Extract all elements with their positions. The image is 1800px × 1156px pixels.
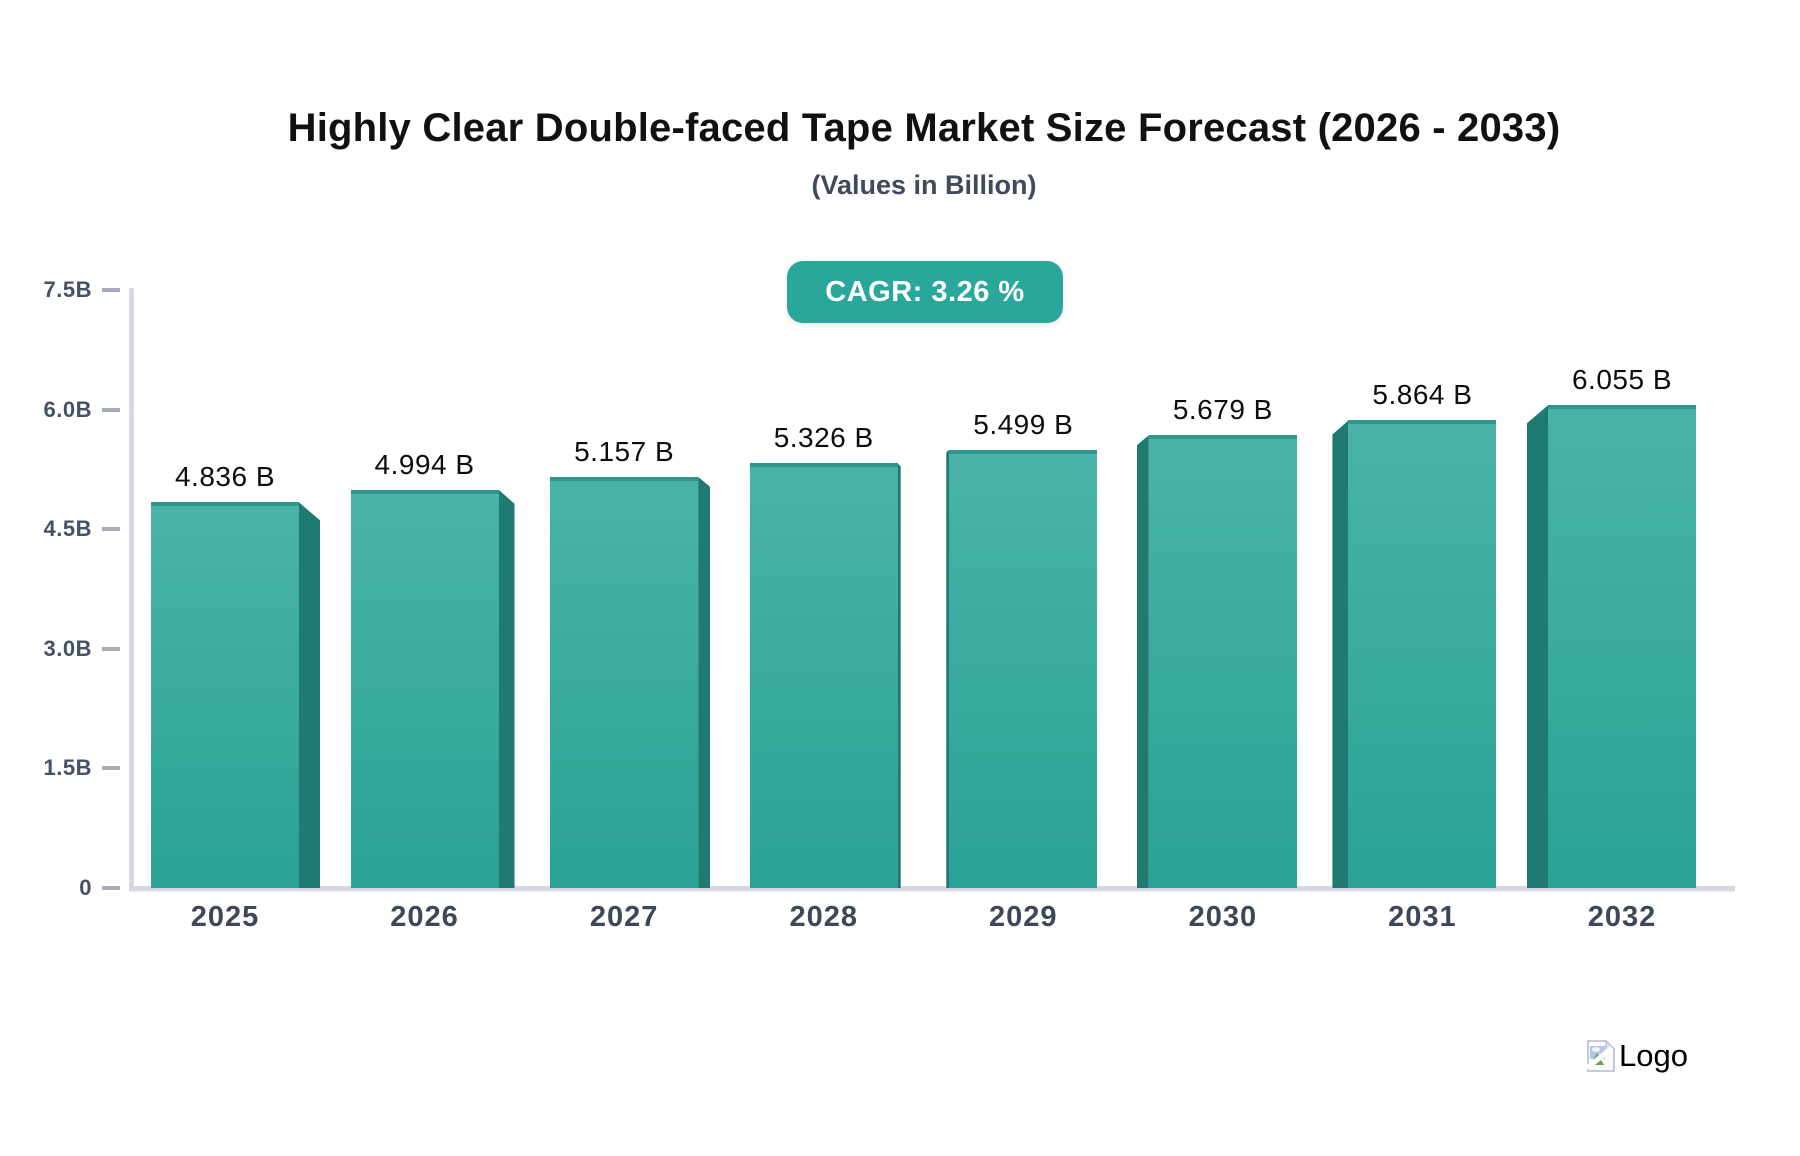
x-axis-label: 2032 xyxy=(1587,901,1657,933)
bar xyxy=(550,476,699,888)
x-axis-label: 2030 xyxy=(1188,901,1258,933)
y-axis-label: 3.0B xyxy=(43,635,92,661)
bar-side-face xyxy=(498,489,515,888)
y-axis-label: 6.0B xyxy=(43,396,92,422)
y-axis-label: 0 xyxy=(79,875,92,900)
x-axis-label: 2031 xyxy=(1388,901,1457,933)
y-axis-tick xyxy=(102,886,120,890)
bar-value-label: 4.994 B xyxy=(374,448,475,480)
bar-side-face xyxy=(897,463,901,888)
bar-value-label: 6.055 B xyxy=(1571,364,1672,396)
y-axis-label: 1.5B xyxy=(43,755,92,781)
bar-side-face xyxy=(698,476,711,888)
bar-value-label: 5.864 B xyxy=(1372,379,1473,411)
bar xyxy=(350,489,499,888)
y-axis-tick xyxy=(102,288,120,292)
y-axis-tick xyxy=(102,766,120,771)
bar-value-label: 4.836 B xyxy=(174,461,276,493)
bar xyxy=(949,449,1098,888)
chart-subtitle: (Values in Billion) xyxy=(811,170,1037,200)
broken-image-icon xyxy=(1585,1039,1616,1072)
cagr-badge: CAGR: 3.26 % xyxy=(787,261,1063,323)
bar-side-face xyxy=(1526,405,1548,888)
bar-side-face xyxy=(1332,420,1349,888)
bar-side-face xyxy=(299,502,320,888)
y-axis-line xyxy=(129,288,134,890)
bar-side-face xyxy=(946,449,950,888)
logo: Logo xyxy=(1584,1038,1688,1074)
bar-side-face xyxy=(1136,435,1149,888)
bar xyxy=(1148,435,1297,888)
bar xyxy=(151,502,299,888)
bar-value-label: 5.157 B xyxy=(574,435,675,467)
bar xyxy=(1547,405,1696,888)
y-axis-tick xyxy=(102,646,120,651)
y-axis-tick xyxy=(102,407,120,412)
x-axis-label: 2025 xyxy=(190,901,260,933)
y-axis-label: 7.5B xyxy=(43,277,92,302)
x-axis-label: 2026 xyxy=(390,901,459,933)
y-axis-tick xyxy=(102,527,120,532)
x-axis-label: 2028 xyxy=(789,901,858,933)
bar-value-label: 5.679 B xyxy=(1172,394,1273,426)
y-axis-label: 4.5B xyxy=(43,516,92,542)
chart-title: Highly Clear Double-faced Tape Market Si… xyxy=(287,106,1561,150)
bar-value-label: 5.499 B xyxy=(973,408,1074,440)
x-axis-label: 2029 xyxy=(989,901,1058,933)
bar xyxy=(749,463,898,888)
bar xyxy=(1348,420,1497,888)
x-axis-line xyxy=(129,886,1735,891)
x-axis-label: 2027 xyxy=(589,901,659,933)
logo-alt-text: Logo xyxy=(1619,1038,1688,1073)
bar-value-label: 5.326 B xyxy=(773,422,874,454)
